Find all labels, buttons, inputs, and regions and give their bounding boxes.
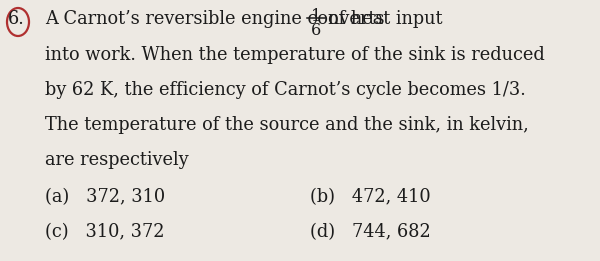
Text: by 62 K, the efficiency of Carnot’s cycle becomes 1/3.: by 62 K, the efficiency of Carnot’s cycl… — [45, 81, 526, 99]
Text: (d)   744, 682: (d) 744, 682 — [310, 223, 431, 241]
Text: (a)   372, 310: (a) 372, 310 — [45, 188, 165, 206]
Text: 6: 6 — [311, 22, 321, 39]
Text: (b)   472, 410: (b) 472, 410 — [310, 188, 431, 206]
Text: 1: 1 — [311, 8, 321, 25]
Text: (c)   310, 372: (c) 310, 372 — [45, 223, 164, 241]
Text: into work. When the temperature of the sink is reduced: into work. When the temperature of the s… — [45, 46, 545, 64]
Text: of heat input: of heat input — [328, 10, 443, 28]
Text: A Carnot’s reversible engine converts: A Carnot’s reversible engine converts — [45, 10, 390, 28]
Text: The temperature of the source and the sink, in kelvin,: The temperature of the source and the si… — [45, 116, 529, 134]
Text: 6.: 6. — [8, 10, 25, 28]
Text: are respectively: are respectively — [45, 151, 188, 169]
